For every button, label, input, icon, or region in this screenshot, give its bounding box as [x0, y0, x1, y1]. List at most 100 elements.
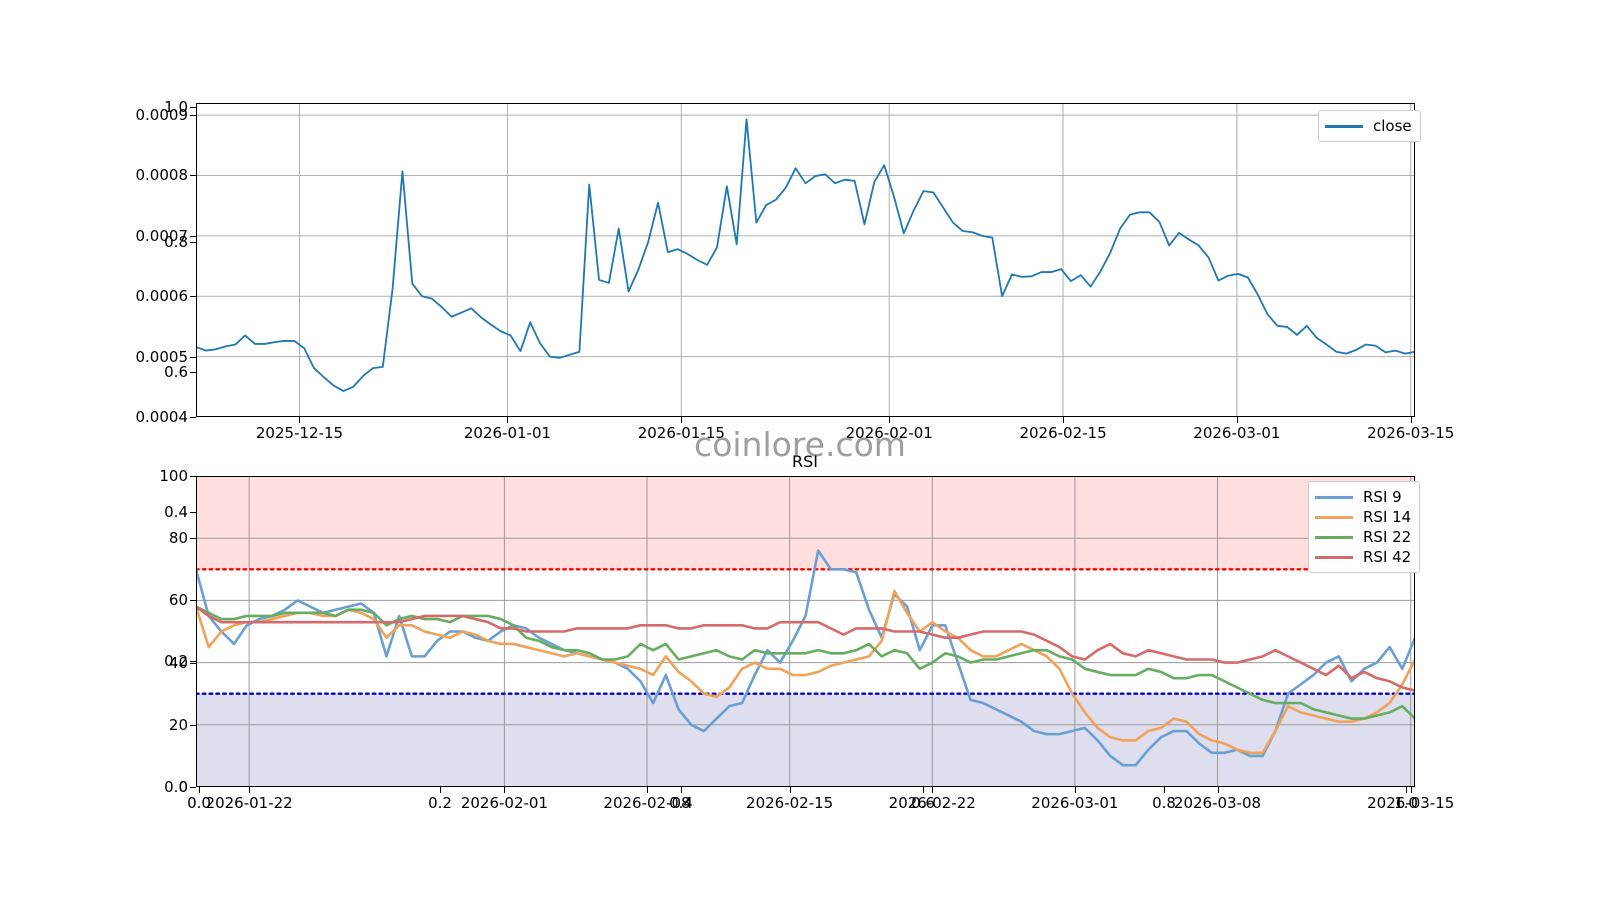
rsi-xtick-mark [647, 787, 649, 793]
rsi-legend-item: RSI 22 [1315, 527, 1411, 547]
price-xtick-label: 2026-03-15 [1367, 424, 1455, 442]
rsi-xtick-mark [789, 787, 791, 793]
rsi-legend-label: RSI 9 [1363, 488, 1402, 506]
rsi-xtick-mark [249, 787, 251, 793]
rsi-xtick-label-secondary: 0.0 [187, 794, 211, 812]
price-plot-area [196, 103, 1415, 417]
price-xtick-label: 2026-03-01 [1193, 424, 1281, 442]
price-legend-label: close [1373, 117, 1412, 135]
price-ytick-mark-secondary [190, 372, 196, 373]
rsi-ytick-mark-secondary [190, 512, 196, 513]
rsi-xtick-mark [1410, 787, 1412, 793]
price-ytick-mark [190, 417, 196, 418]
price-legend: close [1318, 110, 1421, 142]
price-ytick-mark [190, 356, 196, 358]
price-ytick-label: 0.0008 [135, 166, 189, 185]
rsi-ytick-mark [190, 476, 196, 477]
price-ytick-label-secondary: 0.6 [164, 363, 188, 381]
rsi-legend-label: RSI 22 [1363, 528, 1412, 546]
rsi-xtick-label: 2026-01-22 [205, 794, 293, 812]
legend-line-swatch [1315, 515, 1353, 519]
price-xtick-mark [1063, 417, 1065, 423]
rsi-ytick-mark-secondary [190, 787, 196, 788]
price-ytick-mark-secondary [190, 242, 196, 243]
legend-line-swatch [1325, 124, 1363, 128]
legend-line-swatch [1315, 535, 1353, 539]
rsi-xtick-mark-secondary [199, 787, 200, 793]
price-ytick-mark-secondary [190, 107, 196, 108]
rsi-xtick-label: 2026-02-01 [460, 794, 548, 812]
rsi-series-line [196, 607, 1415, 719]
rsi-xtick-mark-secondary [681, 787, 682, 793]
price-ytick-label: 0.0007 [135, 226, 189, 245]
price-xtick-label: 2026-01-01 [463, 424, 552, 442]
price-xtick-label: 2026-02-01 [845, 424, 933, 442]
watermark-text: coinlore.com [694, 425, 906, 464]
price-xtick-mark [889, 417, 891, 423]
rsi-ytick-mark [190, 538, 196, 540]
price-ytick-label: 0.0005 [135, 347, 189, 366]
price-ytick-label-secondary: 0.8 [164, 233, 188, 251]
price-ytick-label-secondary: 1.0 [164, 98, 188, 116]
rsi-ytick-mark [190, 662, 196, 664]
rsi-xtick-mark-secondary [923, 787, 924, 793]
rsi-legend-label: RSI 42 [1363, 548, 1412, 566]
rsi-xtick-mark [1217, 787, 1219, 793]
legend-line-swatch [1315, 555, 1353, 559]
rsi-xtick-label: 2026-02-15 [746, 794, 834, 812]
rsi-xtick-mark-secondary [440, 787, 441, 793]
price-chart-panel [196, 103, 1415, 417]
price-ytick-mark [190, 115, 196, 117]
price-ytick-label: 0.0006 [135, 287, 189, 306]
price-ytick-mark [190, 235, 196, 237]
rsi-ytick-label: 20 [168, 715, 188, 734]
rsi-overbought-band [196, 476, 1415, 570]
rsi-xtick-mark [932, 787, 934, 793]
rsi-xtick-label-secondary: 1.0 [1394, 794, 1418, 812]
price-legend-item: close [1325, 116, 1412, 136]
rsi-ytick-mark [190, 600, 196, 602]
rsi-ytick-label: 0 [178, 778, 188, 796]
rsi-panel-title: RSI [792, 452, 818, 471]
rsi-chart-panel [196, 476, 1415, 787]
rsi-ytick-label: 80 [168, 529, 188, 548]
price-xtick-mark [507, 417, 509, 423]
rsi-legend-item: RSI 14 [1315, 507, 1411, 527]
rsi-xtick-label: 2026-03-08 [1173, 794, 1262, 812]
rsi-legend-item: RSI 9 [1315, 487, 1411, 507]
rsi-xtick-mark-secondary [1406, 787, 1407, 793]
rsi-series-line [196, 591, 1415, 753]
rsi-oversold-band [196, 693, 1415, 787]
rsi-xtick-mark [504, 787, 506, 793]
rsi-xtick-label-secondary: 0.4 [669, 794, 693, 812]
price-xtick-mark [681, 417, 683, 423]
rsi-legend: RSI 9 RSI 14 RSI 22 RSI 42 [1308, 481, 1421, 573]
rsi-xtick-label: 2026-03-01 [1031, 794, 1119, 812]
rsi-ytick-label: 100 [159, 467, 188, 485]
rsi-ytick-label-secondary: 0.2 [164, 652, 188, 670]
rsi-legend-label: RSI 14 [1363, 508, 1412, 526]
price-xtick-mark [1410, 417, 1412, 423]
price-close-line [196, 119, 1415, 391]
rsi-ytick-label: 40 [168, 653, 188, 672]
rsi-xtick-mark-secondary [1164, 787, 1165, 793]
rsi-xtick-label: 2026-02-22 [888, 794, 976, 812]
rsi-ytick-mark-secondary [190, 661, 196, 662]
rsi-xtick-mark [1074, 787, 1076, 793]
price-xtick-mark [1236, 417, 1238, 423]
rsi-ytick-label-secondary: 0.4 [164, 503, 188, 521]
rsi-xtick-label-secondary: 0.2 [428, 794, 452, 812]
price-xtick-mark [299, 417, 301, 423]
rsi-xtick-label-secondary: 0.6 [911, 794, 935, 812]
price-ytick-label: 0.0009 [135, 106, 189, 125]
rsi-legend-item: RSI 42 [1315, 547, 1411, 567]
price-xtick-label: 2026-02-15 [1019, 424, 1107, 442]
price-ytick-mark [190, 175, 196, 177]
legend-line-swatch [1315, 495, 1353, 499]
rsi-xtick-label: 2026-02-08 [603, 794, 691, 812]
price-ytick-label: 0.0004 [135, 408, 189, 426]
rsi-plot-area [196, 476, 1415, 787]
rsi-ytick-mark [190, 724, 196, 726]
rsi-series-line [196, 607, 1415, 691]
